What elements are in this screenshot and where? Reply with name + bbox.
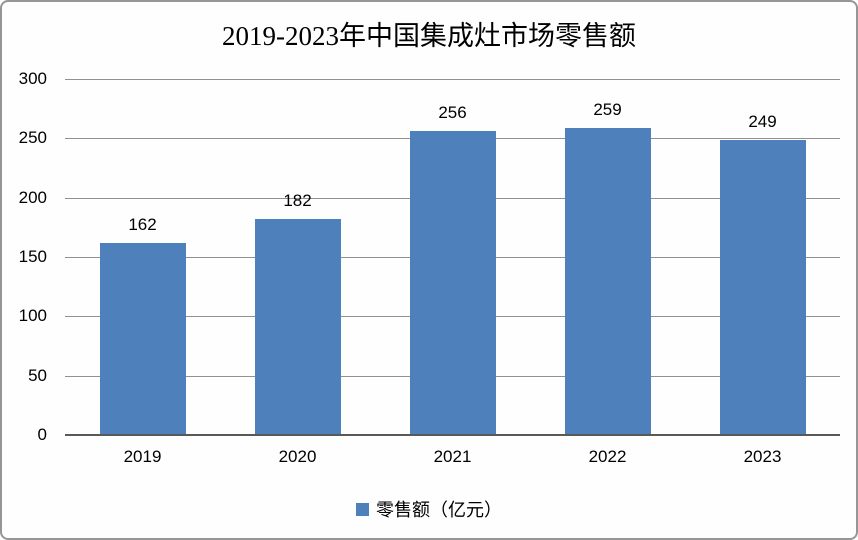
y-axis-tick-label: 0 xyxy=(37,425,47,444)
legend: 零售额（亿元） xyxy=(2,496,856,522)
chart-title: 2019-2023年中国集成灶市场零售额 xyxy=(222,21,636,51)
bar-2019 xyxy=(99,242,186,435)
bar-2023 xyxy=(719,139,806,435)
y-axis-tick-label: 300 xyxy=(18,69,47,88)
bar-2020 xyxy=(254,219,341,435)
y-axis-tick-label: 100 xyxy=(18,306,47,326)
bar-value-label: 256 xyxy=(438,103,467,123)
bar-2021 xyxy=(409,131,496,435)
y-axis-tick-label: 200 xyxy=(18,187,47,207)
x-axis-tick-label: 2020 xyxy=(278,447,317,466)
y-axis-tick-label: 50 xyxy=(28,365,47,385)
plot-area: 0 50 100 150 200 250 300 162 2019 182 2020 256 2021 2… xyxy=(19,69,840,466)
x-axis-tick-label: 2022 xyxy=(588,447,627,466)
legend-label: 零售额（亿元） xyxy=(376,500,502,520)
x-axis-tick-label: 2019 xyxy=(123,447,162,466)
x-axis-line xyxy=(65,434,840,436)
bar-value-label: 259 xyxy=(593,99,622,119)
y-axis-tick-label: 250 xyxy=(18,128,47,148)
legend-swatch-icon xyxy=(356,502,369,516)
bar-value-label: 249 xyxy=(748,111,777,131)
x-axis-tick-label: 2021 xyxy=(433,447,472,466)
bar-value-label: 162 xyxy=(128,214,157,234)
bar-2022 xyxy=(564,127,651,435)
y-axis-tick-label: 150 xyxy=(18,247,47,266)
bar-value-label: 182 xyxy=(283,191,312,211)
x-axis-tick-label: 2023 xyxy=(743,447,782,466)
y-gridline xyxy=(65,79,840,80)
